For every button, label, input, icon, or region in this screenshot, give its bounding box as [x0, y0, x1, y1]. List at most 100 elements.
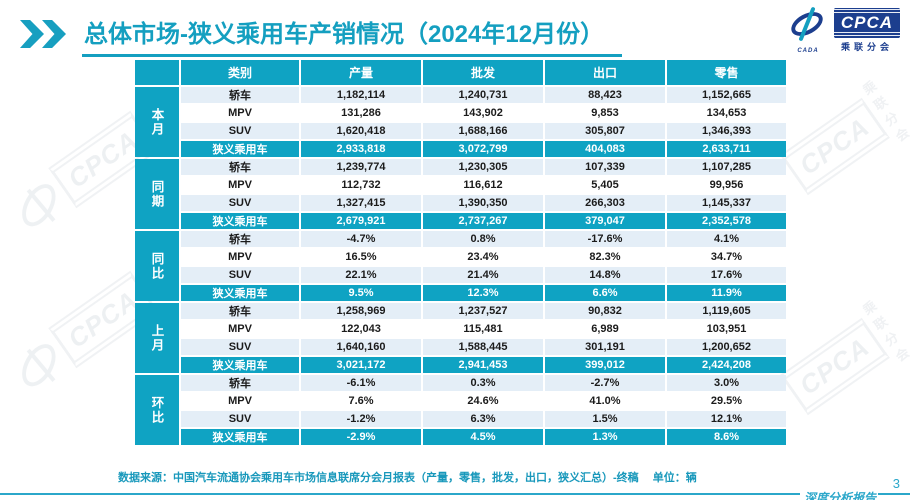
summary-row: 狭义乘用车 9.5% 12.3% 6.6% 11.9% [135, 285, 786, 301]
category-cell: 轿车 [181, 303, 299, 319]
value-cell: 4.5% [423, 429, 543, 445]
page-title: 总体市场-狭义乘用车产销情况（2024年12月份） [82, 14, 623, 57]
category-cell: SUV [181, 411, 299, 427]
category-cell: 轿车 [181, 87, 299, 103]
table-row: MPV 122,043 115,481 6,989 103,951 [135, 321, 786, 337]
cpca-logo-subtext: 乘联分会 [840, 42, 893, 52]
corner-cell [135, 60, 179, 85]
value-cell: 2,933,818 [301, 141, 421, 157]
category-cell: SUV [181, 123, 299, 139]
value-cell: 1,620,418 [301, 123, 421, 139]
column-header-2: 批发 [423, 60, 543, 85]
value-cell: 1.3% [545, 429, 665, 445]
value-cell: 115,481 [423, 321, 543, 337]
value-cell: -6.1% [301, 375, 421, 391]
value-cell: 12.3% [423, 285, 543, 301]
value-cell: 24.6% [423, 393, 543, 409]
category-cell: 轿车 [181, 375, 299, 391]
value-cell: 6.6% [545, 285, 665, 301]
value-cell: 1,258,969 [301, 303, 421, 319]
cpca-logo-text: CPCA [840, 13, 894, 32]
category-cell: MPV [181, 249, 299, 265]
value-cell: 116,612 [423, 177, 543, 193]
table-row: 上月 轿车 1,258,969 1,237,527 90,832 1,119,605 [135, 303, 786, 373]
value-cell: 3,021,172 [301, 357, 421, 373]
value-cell: 301,191 [545, 339, 665, 355]
table-row: MPV 16.5% 23.4% 82.3% 34.7% [135, 249, 786, 265]
value-cell: 21.4% [423, 267, 543, 283]
value-cell: -4.7% [301, 231, 421, 247]
value-cell: 23.4% [423, 249, 543, 265]
value-cell: 2,633,711 [667, 141, 786, 157]
value-cell: 1,588,445 [423, 339, 543, 355]
cpca-logo-block: CPCA 乘联分会 [834, 8, 900, 53]
cpca-watermark: CPCA 乘联分会 [772, 70, 910, 206]
report-script-label: 深度分析报告 [804, 491, 877, 500]
value-cell: 134,653 [667, 105, 786, 121]
chevron-right-icon [20, 20, 44, 48]
value-cell: 11.9% [667, 285, 786, 301]
cpca-watermark-subtext: 乘联分会 [860, 76, 910, 145]
slide-header: 总体市场-狭义乘用车产销情况（2024年12月份） [20, 14, 894, 57]
value-cell: 2,352,578 [667, 213, 786, 229]
table-row: MPV 131,286 143,902 9,853 134,653 [135, 105, 786, 121]
value-cell: 7.6% [301, 393, 421, 409]
category-cell: 轿车 [181, 159, 299, 175]
value-cell: 1,145,337 [667, 195, 786, 211]
table-row: 环比 轿车 -6.1% 0.3% -2.7% 3.0% [135, 375, 786, 445]
value-cell: 399,012 [545, 357, 665, 373]
value-cell: 305,807 [545, 123, 665, 139]
category-cell: SUV [181, 195, 299, 211]
double-chevron-icon [20, 20, 66, 48]
table-header-row: 类别 产量 批发 出口 零售 [135, 60, 786, 85]
value-cell: 8.6% [667, 429, 786, 445]
value-cell: 90,832 [545, 303, 665, 319]
value-cell: 1,107,285 [667, 159, 786, 175]
table-row: SUV 1,327,415 1,390,350 266,303 1,145,337 [135, 195, 786, 211]
column-header-0: 类别 [181, 60, 299, 85]
row-group-label: 本月 [135, 87, 179, 157]
value-cell: 1,230,305 [423, 159, 543, 175]
value-cell: 0.3% [423, 375, 543, 391]
value-cell: 143,902 [423, 105, 543, 121]
value-cell: 1,182,114 [301, 87, 421, 103]
data-source-note: 数据来源：中国汽车流通协会乘用车市场信息联席分会月报表（产量，零售，批发，出口，… [118, 472, 697, 484]
category-cell: MPV [181, 105, 299, 121]
category-cell: MPV [181, 177, 299, 193]
table-row: 同比 轿车 -4.7% 0.8% -17.6% 4.1% [135, 231, 786, 301]
row-group-label: 上月 [135, 303, 179, 373]
value-cell: 103,951 [667, 321, 786, 337]
value-cell: 107,339 [545, 159, 665, 175]
row-group-label: 同期 [135, 159, 179, 229]
value-cell: 12.1% [667, 411, 786, 427]
value-cell: 1,119,605 [667, 303, 786, 319]
column-header-3: 出口 [545, 60, 665, 85]
category-cell: MPV [181, 393, 299, 409]
value-cell: -17.6% [545, 231, 665, 247]
value-cell: 4.1% [667, 231, 786, 247]
category-cell: 狭义乘用车 [181, 285, 299, 301]
value-cell: 1,240,731 [423, 87, 543, 103]
value-cell: 1,239,774 [301, 159, 421, 175]
table-row: 同期 轿车 1,239,774 1,230,305 107,339 1,107,285 [135, 159, 786, 229]
column-header-4: 零售 [667, 60, 786, 85]
row-group-label: 同比 [135, 231, 179, 301]
value-cell: -2.7% [545, 375, 665, 391]
table-row: 本月 轿车 1,182,114 1,240,731 88,423 1,152,665 [135, 87, 786, 157]
value-cell: 22.1% [301, 267, 421, 283]
value-cell: 1,640,160 [301, 339, 421, 355]
emblem-text: CADA [797, 48, 819, 54]
value-cell: 5,405 [545, 177, 665, 193]
value-cell: 1,152,665 [667, 87, 786, 103]
cpca-watermark-text: CPCA [779, 317, 890, 415]
value-cell: 16.5% [301, 249, 421, 265]
cpca-swoosh-icon [14, 337, 63, 392]
category-cell: 轿车 [181, 231, 299, 247]
value-cell: 82.3% [545, 249, 665, 265]
production-sales-table: 类别 产量 批发 出口 零售 本月 轿车 1,182,114 1,240,731 88,423 1,… [133, 58, 788, 447]
value-cell: 1,346,393 [667, 123, 786, 139]
value-cell: 1,237,527 [423, 303, 543, 319]
value-cell: 122,043 [301, 321, 421, 337]
market-data-table: 类别 产量 批发 出口 零售 本月 轿车 1,182,114 1,240,731 88,423 1,… [133, 58, 788, 447]
value-cell: 41.0% [545, 393, 665, 409]
